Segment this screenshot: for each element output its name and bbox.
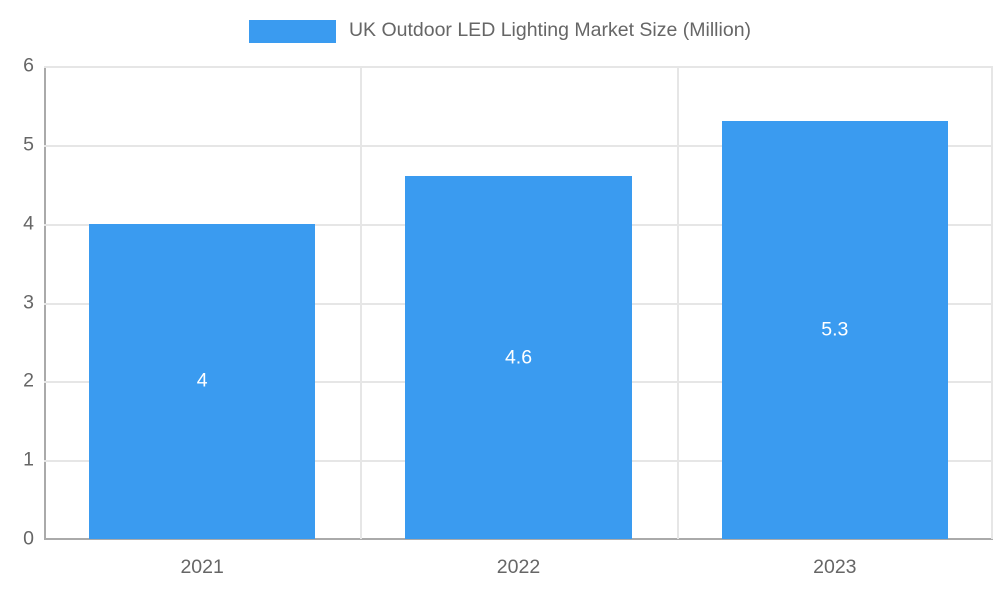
legend-item-label: UK Outdoor LED Lighting Market Size (Mil… xyxy=(348,19,752,42)
bar-value-label: 4 xyxy=(196,369,208,392)
bar-value-label: 5.3 xyxy=(821,318,849,341)
x-axis-tick-label: 2021 xyxy=(180,556,224,578)
y-axis-tick-label: 0 xyxy=(23,527,34,550)
bar-2021[interactable]: 4 xyxy=(89,223,316,539)
bar-2022[interactable]: 4.6 xyxy=(405,176,632,539)
legend-item-uk-outdoor-led-lighting-market-size[interactable]: UK Outdoor LED Lighting Market Size (Mil… xyxy=(248,19,752,43)
x-axis-tick-label: 2023 xyxy=(813,556,857,578)
y-axis-tick-label: 6 xyxy=(23,54,34,77)
gridline-vertical xyxy=(360,66,363,539)
y-axis-tick-label: 1 xyxy=(23,448,34,471)
y-axis-tick-label: 4 xyxy=(23,211,34,234)
y-axis-tick-label: 2 xyxy=(23,369,34,392)
chart-legend: UK Outdoor LED Lighting Market Size (Mil… xyxy=(0,14,1000,48)
y-axis-tick-label: 3 xyxy=(23,290,34,313)
plot-area: 4 4.6 5.3 xyxy=(44,66,993,539)
bar-value-label: 4.6 xyxy=(504,345,533,368)
gridline-vertical xyxy=(676,66,679,539)
gridline-horizontal xyxy=(44,144,993,147)
bar-2023[interactable]: 5.3 xyxy=(721,121,948,539)
x-axis-tick-label: 2022 xyxy=(496,556,541,578)
legend-color-swatch-icon xyxy=(248,19,336,43)
x-axis-line xyxy=(44,538,993,540)
gridline-horizontal xyxy=(44,66,993,68)
y-axis-tick-label: 5 xyxy=(23,133,34,156)
